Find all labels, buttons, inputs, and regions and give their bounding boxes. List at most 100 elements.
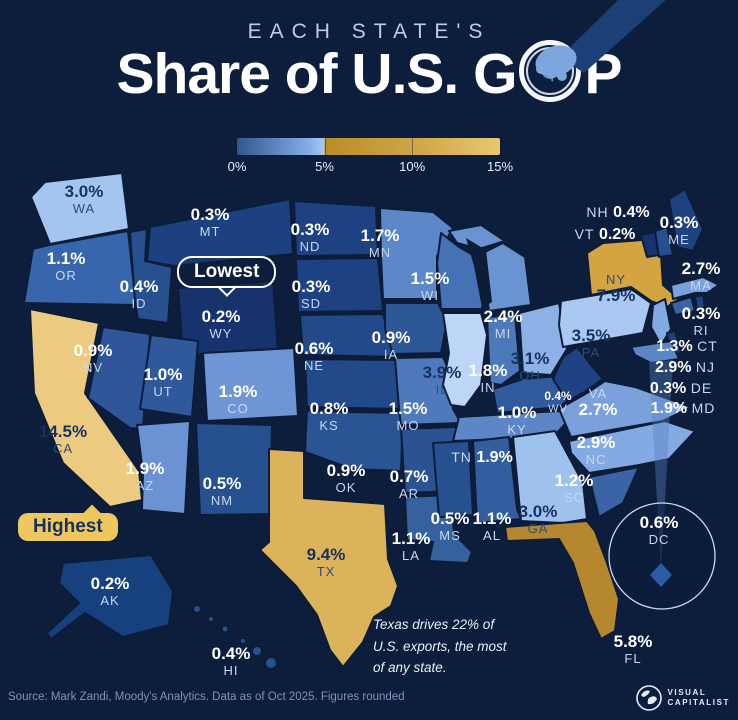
state-label-ut: 1.0% UT <box>143 365 183 399</box>
state-label-va: VA 2.7% <box>578 386 618 420</box>
state-shape-ga <box>512 430 588 524</box>
dc-magnifier-beam <box>649 360 673 570</box>
legend-tick: 10% <box>399 159 426 174</box>
state-label-sc: 1.2% SC <box>554 471 594 505</box>
state-shape-or <box>23 230 137 306</box>
state-label-az: 1.9% AZ <box>125 459 165 493</box>
state-label-ks: 0.8% KS <box>309 399 349 433</box>
state-label-ia: 0.9% IA <box>371 328 411 362</box>
state-shape-fl <box>504 520 620 640</box>
logo-wordmark: VISUAL CAPITALIST <box>667 688 730 707</box>
state-label-ri: 0.3% RI <box>681 304 721 338</box>
state-label-hi: 0.4% HI <box>211 644 251 678</box>
annotation-line: of any state. <box>373 660 447 676</box>
state-label-mn: 1.7% MN <box>360 226 400 260</box>
state-shape-co <box>202 347 299 422</box>
state-label-ar: 0.7% AR <box>389 467 429 501</box>
state-label-oh: 3.1% OH <box>510 349 550 383</box>
state-shape-wi <box>436 232 488 310</box>
visual-capitalist-logo: VISUAL CAPITALIST <box>636 685 730 711</box>
state-shape-mn <box>379 207 454 300</box>
state-label-nc: 2.9% NC <box>576 433 616 467</box>
state-shape-md <box>630 340 680 364</box>
state-label-ne: 0.6% NE <box>294 339 334 373</box>
state-label-nj: 2.9% NJ <box>654 359 716 376</box>
state-label-wi: 1.5% WI <box>410 269 450 303</box>
state-label-md: 1.9% MD <box>650 400 716 417</box>
state-shape-sd <box>295 257 384 313</box>
state-label-me: 0.3% ME <box>659 213 699 247</box>
state-label-ct: 1.3% CT <box>656 338 718 355</box>
legend-tick: 5% <box>315 159 334 174</box>
globe-icon <box>636 685 663 711</box>
state-label-vt: VT 0.2% <box>574 226 636 243</box>
state-shape-sc <box>588 466 640 518</box>
state-label-ca: 14.5% CA <box>38 422 88 456</box>
coin-icon: $ <box>519 0 667 102</box>
state-label-pa: 3.5% PA <box>571 326 611 360</box>
state-label-ak: 0.2% AK <box>90 574 130 608</box>
color-legend: 0% 5% 10% 15% <box>228 138 513 174</box>
state-shape-oh <box>518 302 568 376</box>
annotation-line: Texas drives 22% of <box>373 617 495 632</box>
dc-inset-circle <box>608 502 716 610</box>
state-label-wa: 3.0% WA <box>64 182 104 216</box>
state-label-tx: 9.4% TX <box>306 545 346 579</box>
state-shape-hi <box>192 604 278 670</box>
state-shape-al <box>472 436 522 524</box>
state-label-dc: 0.6% DC <box>639 513 679 547</box>
legend-tick: 15% <box>486 159 514 174</box>
lowest-callout: Lowest <box>177 256 277 288</box>
state-label-tn: TN 1.9% <box>451 449 513 466</box>
state-label-ky: 1.0% KY <box>497 403 537 437</box>
state-shape-az <box>136 420 191 515</box>
state-label-nd: 0.3% ND <box>290 220 330 254</box>
dc-diamond <box>650 563 672 587</box>
state-shape-ms <box>432 440 474 518</box>
state-label-in: 1.8% IN <box>468 361 508 395</box>
state-shape-ak <box>46 554 174 640</box>
state-label-or: 1.1% OR <box>46 249 86 283</box>
state-shape-tx <box>259 448 399 668</box>
state-label-il: 3.9% IL <box>422 363 462 397</box>
state-label-de: 0.3% DE <box>649 380 713 397</box>
state-label-ma: 2.7% MA <box>681 259 721 293</box>
state-label-co: 1.9% CO <box>218 382 258 416</box>
lake-michigan <box>466 238 492 308</box>
state-shape-pa <box>558 288 652 348</box>
highest-callout: Highest <box>18 513 118 541</box>
texas-annotation: Texas drives 22% of U.S. exports, the mo… <box>373 614 507 679</box>
state-shape-nd <box>293 200 379 257</box>
title-left: Share of U.S. G <box>116 42 518 106</box>
state-label-ms: 0.5% MS <box>430 509 470 543</box>
state-label-ok: 0.9% OK <box>326 461 366 495</box>
state-shape-nh <box>654 226 674 258</box>
state-label-sd: 0.3% SD <box>291 277 331 311</box>
state-label-nv: 0.9% NV <box>73 341 113 375</box>
state-label-ny: NY 7.9% <box>596 272 636 306</box>
state-label-nh: NH 0.4% <box>586 204 650 221</box>
state-label-id: 0.4% ID <box>119 277 159 311</box>
state-shape-mi-upper <box>448 224 506 250</box>
state-shape-ct <box>670 296 696 316</box>
annotation-line: U.S. exports, the most <box>373 638 507 654</box>
legend-gradient-bar <box>237 138 500 155</box>
state-label-mt: 0.3% MT <box>190 205 230 239</box>
state-label-wv: 0.4% WV <box>544 389 572 416</box>
state-label-wy: 0.2% WY <box>201 307 241 341</box>
state-shape-ri <box>694 294 706 310</box>
state-shape-id <box>129 228 173 324</box>
state-shape-nc <box>568 420 696 474</box>
state-shape-wa <box>30 172 130 245</box>
state-label-la: 1.1% LA <box>391 529 431 563</box>
dc-inset <box>608 360 716 610</box>
state-shape-ma <box>670 276 720 300</box>
state-shape-il <box>442 312 488 408</box>
state-shape-ut <box>139 334 199 418</box>
state-label-al: 1.1% AL <box>472 509 512 543</box>
state-shape-wv <box>552 346 604 402</box>
state-shape-ia <box>384 302 448 355</box>
state-label-fl: 5.8% FL <box>613 632 653 666</box>
